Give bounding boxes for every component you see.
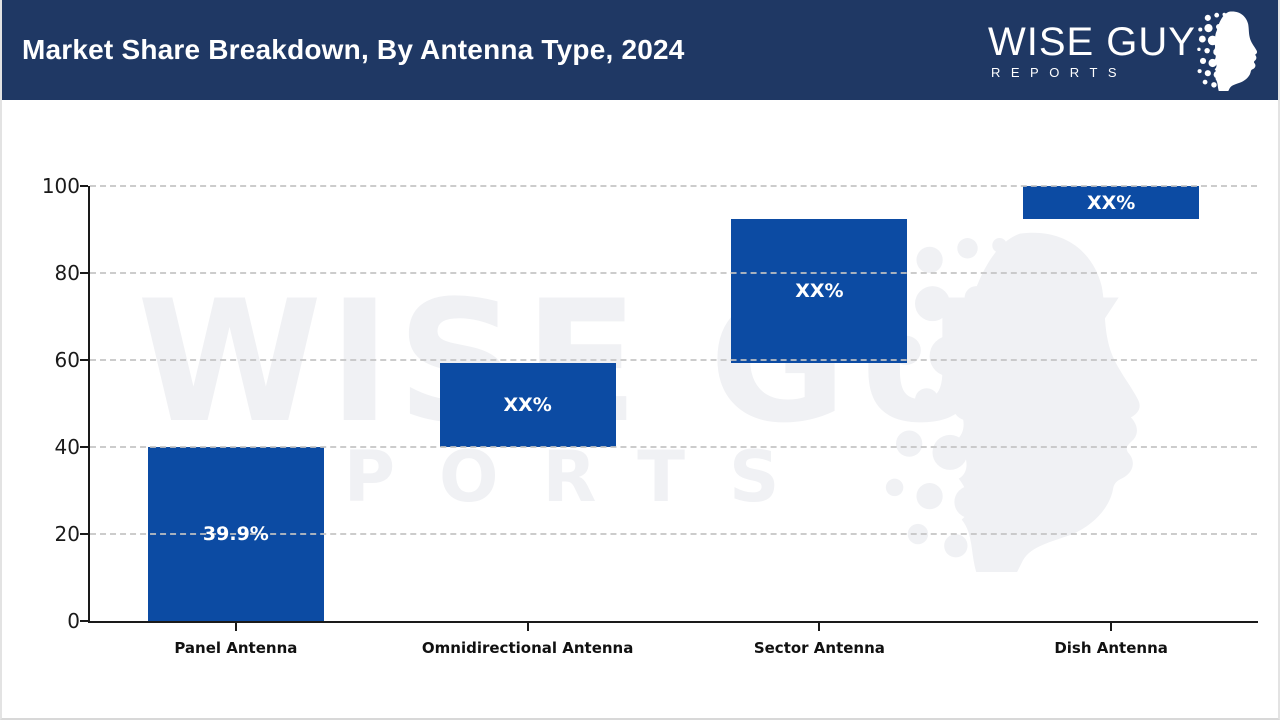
wiseguy-head-icon [1197,11,1258,91]
y-tick-label-80: 80 [54,261,80,285]
x-tick-mark-3 [1110,623,1113,631]
gridline-60 [90,359,1257,361]
wiseguy-logo-text: WISE GUY REPORTS [988,22,1196,79]
y-tick-label-20: 20 [54,522,80,546]
y-tick-mark-20 [80,533,88,535]
bar-value-label-3: XX% [1086,191,1136,214]
x-tick-mark-1 [526,623,529,631]
watermark-head-icon [884,232,1140,572]
y-tick-label-60: 60 [54,348,80,372]
header-bar: Market Share Breakdown, By Antenna Type,… [2,0,1278,100]
bar-value-label-2: XX% [795,280,844,303]
x-category-label-2: Sector Antenna [753,639,885,657]
y-tick-mark-80 [80,272,88,274]
x-category-label-3: Dish Antenna [1054,639,1168,657]
x-axis-line [88,621,1258,623]
bar-dish-antenna [1023,186,1200,220]
logo-wordmark: WISE GUY [987,19,1196,64]
x-tick-mark-0 [234,623,237,631]
y-tick-label-0: 0 [67,609,80,633]
bar-value-label-0: 39.9% [202,523,269,546]
logo-subtitle: REPORTS [990,64,1128,80]
bar-omnidirectional-antenna [439,362,616,448]
x-category-label-1: Omnidirectional Antenna [421,639,634,657]
gridline-20 [90,533,1257,535]
y-tick-label-40: 40 [54,435,80,459]
gridline-80 [90,272,1257,274]
gridline-40 [90,446,1257,448]
y-tick-mark-40 [80,446,88,448]
bar-value-label-1: XX% [503,394,552,417]
y-tick-mark-60 [80,359,88,361]
x-category-label-0: Panel Antenna [174,639,298,657]
wiseguy-logo: WISE GUY REPORTS [988,9,1264,91]
gridline-100 [90,185,1257,187]
y-tick-mark-0 [80,620,88,622]
chart-title: Market Share Breakdown, By Antenna Type,… [22,34,685,65]
x-tick-mark-2 [818,623,821,631]
y-axis-line [88,186,90,623]
y-tick-label-100: 100 [41,174,80,198]
y-tick-mark-100 [80,185,88,187]
bar-sector-antenna [731,219,908,363]
